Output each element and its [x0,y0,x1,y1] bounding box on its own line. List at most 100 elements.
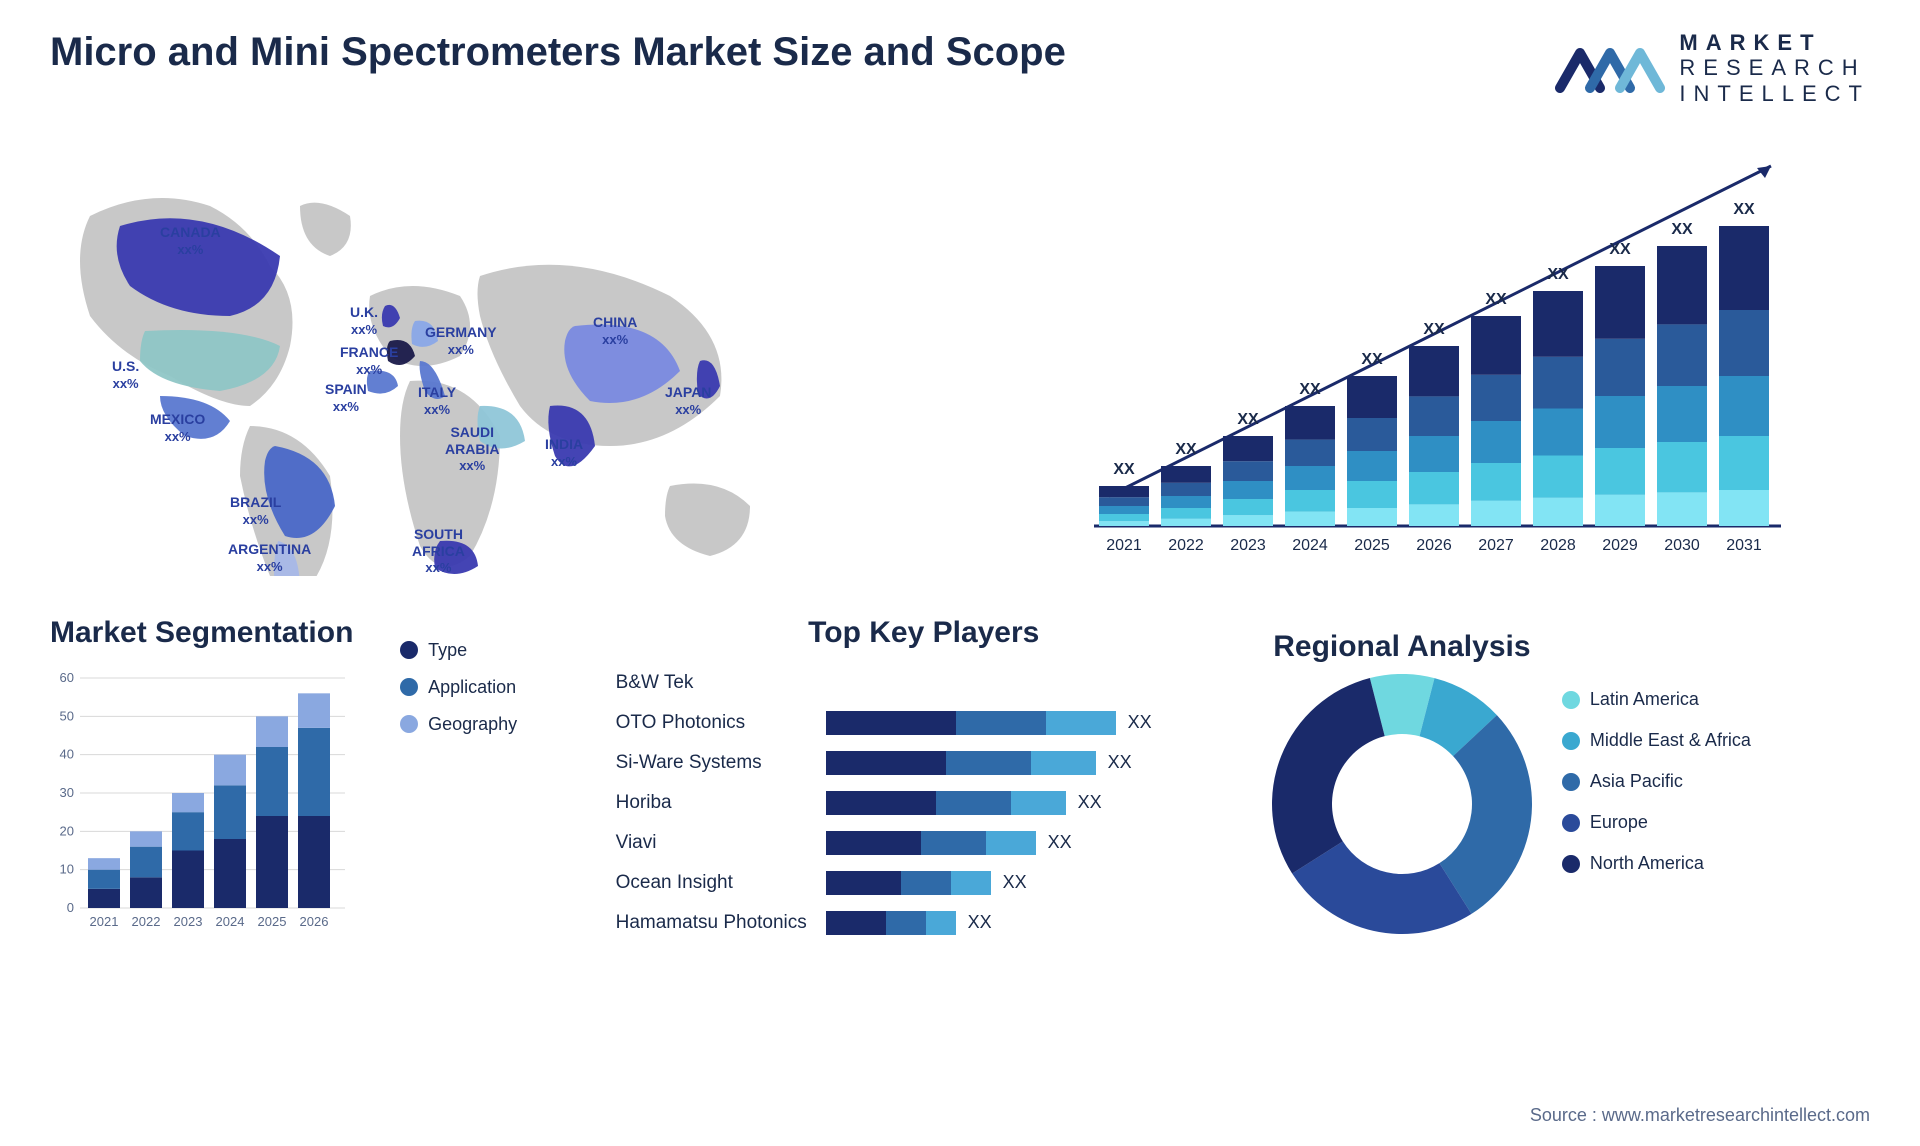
legend-swatch-icon [1562,691,1580,709]
svg-text:2025: 2025 [1354,537,1390,554]
map-label: CANADAxx% [160,224,221,258]
map-label: SOUTHAFRICAxx% [412,526,465,576]
map-label: CHINAxx% [593,314,637,348]
svg-text:2025: 2025 [258,914,287,929]
legend-swatch-icon [400,678,418,696]
player-bar-segment [826,711,956,735]
map-label: ITALYxx% [418,384,456,418]
svg-text:2031: 2031 [1726,537,1762,554]
legend-swatch-icon [1562,855,1580,873]
legend-swatch-icon [1562,814,1580,832]
player-value: XX [968,912,992,933]
player-bar-segment [826,751,946,775]
map-label: SAUDIARABIAxx% [445,424,499,474]
player-bar-segment [986,831,1036,855]
player-row: Hamamatsu Photonics XX [616,908,1232,938]
legend-swatch-icon [1562,732,1580,750]
header: Micro and Mini Spectrometers Market Size… [50,30,1870,106]
world-map: CANADAxx%U.S.xx%MEXICOxx%BRAZILxx%ARGENT… [50,146,1029,576]
player-bar-wrap: XX [826,791,1102,815]
svg-text:XX: XX [1175,441,1197,458]
player-name: Hamamatsu Photonics [616,912,826,934]
svg-text:2029: 2029 [1602,537,1638,554]
svg-text:XX: XX [1113,461,1135,478]
player-bar-wrap: XX [826,751,1132,775]
svg-text:2023: 2023 [1230,537,1266,554]
legend-label: Geography [428,714,517,735]
player-name: Ocean Insight [616,872,826,894]
svg-text:XX: XX [1423,321,1445,338]
svg-text:XX: XX [1671,221,1693,238]
player-bar-segment [826,871,901,895]
segmentation-panel: Market Segmentation 01020304050602021202… [50,616,576,948]
legend-item: Geography [400,714,576,735]
map-label: U.S.xx% [112,358,139,392]
player-bar-wrap: XX [826,711,1152,735]
player-value: XX [1128,712,1152,733]
svg-text:2023: 2023 [174,914,203,929]
donut-chart [1272,674,1532,934]
legend-label: Latin America [1590,689,1699,710]
player-name: Viavi [616,832,826,854]
legend-label: North America [1590,853,1704,874]
player-bar-segment [826,911,886,935]
regional-panel: Regional Analysis Latin America Middle Ea… [1272,616,1870,948]
page-title: Micro and Mini Spectrometers Market Size… [50,30,1066,75]
player-bar-segment [921,831,986,855]
legend-swatch-icon [400,641,418,659]
player-row: Horiba XX [616,788,1232,818]
legend-label: Middle East & Africa [1590,730,1751,751]
segmentation-chart: 0102030405060202120222023202420252026 [50,668,350,938]
map-label: SPAINxx% [325,381,367,415]
player-bar [826,711,1116,735]
svg-text:XX: XX [1609,241,1631,258]
forecast-svg: XX2021XX2022XX2023XX2024XX2025XX2026XX20… [1069,146,1829,576]
top-row: CANADAxx%U.S.xx%MEXICOxx%BRAZILxx%ARGENT… [50,146,1870,576]
svg-text:0: 0 [67,900,74,915]
player-value: XX [1108,752,1132,773]
svg-text:10: 10 [60,862,74,877]
source-text: Source : www.marketresearchintellect.com [1530,1105,1870,1126]
svg-text:XX: XX [1547,266,1569,283]
player-row: Ocean InsightXX [616,868,1232,898]
player-bar-wrap: XX [826,831,1072,855]
player-bar-segment [936,791,1011,815]
legend-label: Asia Pacific [1590,771,1683,792]
legend-swatch-icon [1562,773,1580,791]
map-label: MEXICOxx% [150,411,205,445]
player-bar [826,831,1036,855]
legend-item: North America [1562,853,1751,874]
player-name: Horiba [616,792,826,814]
players-list: B&W TekOTO PhotonicsXXSi-Ware SystemsXXH… [616,668,1232,938]
svg-text:2022: 2022 [132,914,161,929]
legend-label: Type [428,640,467,661]
svg-text:2021: 2021 [90,914,119,929]
player-name: B&W Tek [616,672,826,694]
player-value: XX [1078,792,1102,813]
logo-line1: MARKET [1679,30,1870,55]
svg-text:2026: 2026 [1416,537,1452,554]
player-name: OTO Photonics [616,712,826,734]
segmentation-legend: TypeApplicationGeography [400,616,576,948]
regional-title: Regional Analysis [1272,630,1532,664]
donut-wrap [1272,674,1532,934]
player-row: ViaviXX [616,828,1232,858]
map-label: FRANCExx% [340,344,398,378]
svg-text:2024: 2024 [1292,537,1328,554]
player-bar [826,791,1066,815]
player-row: B&W Tek [616,668,1232,698]
svg-text:20: 20 [60,823,74,838]
svg-text:40: 40 [60,747,74,762]
legend-item: Middle East & Africa [1562,730,1751,751]
logo: MARKET RESEARCH INTELLECT [1555,30,1870,106]
player-bar-wrap: XX [826,911,992,935]
svg-text:XX: XX [1237,411,1259,428]
player-bar-segment [1031,751,1096,775]
svg-text:2026: 2026 [300,914,329,929]
player-bar-segment [956,711,1046,735]
svg-text:2027: 2027 [1478,537,1514,554]
player-row: Si-Ware SystemsXX [616,748,1232,778]
player-row: OTO Photonics XX [616,708,1232,738]
players-title: Top Key Players [616,616,1232,650]
svg-text:XX: XX [1361,351,1383,368]
